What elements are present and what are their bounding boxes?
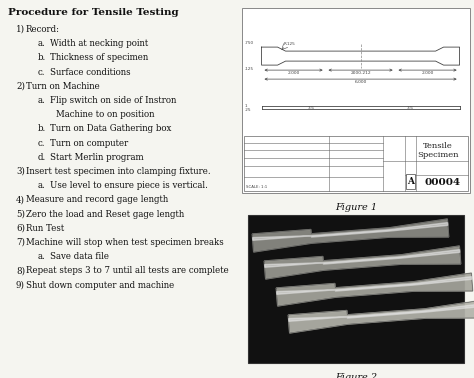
Text: 2.000: 2.000 [287,71,300,75]
Text: 3.5: 3.5 [308,105,315,110]
Polygon shape [264,246,461,279]
Polygon shape [253,223,448,240]
Text: 8): 8) [16,266,25,276]
Text: 2000.212: 2000.212 [350,71,371,75]
Text: Measure and record gage length: Measure and record gage length [26,195,168,204]
Text: 4): 4) [16,195,25,204]
Text: Zero the load and Reset gage length: Zero the load and Reset gage length [26,209,184,218]
Text: 5): 5) [16,209,25,218]
Polygon shape [252,219,449,252]
Text: 1: 1 [245,104,247,108]
Bar [406,174,416,189]
Polygon shape [264,249,460,267]
Text: Turn on computer: Turn on computer [50,139,128,147]
Text: a.: a. [38,181,46,190]
Text: Run Test: Run Test [26,224,64,233]
Polygon shape [289,304,474,321]
Text: Record:: Record: [26,25,60,34]
Text: SCALE: 1:1: SCALE: 1:1 [246,185,267,189]
Text: Machine will stop when test specimen breaks: Machine will stop when test specimen bre… [26,238,224,247]
Text: Use level to ensure piece is vertical.: Use level to ensure piece is vertical. [50,181,208,190]
Text: 00004: 00004 [424,178,460,187]
Text: Figure 2: Figure 2 [335,373,377,378]
Text: Turn on Machine: Turn on Machine [26,82,100,91]
Text: .750: .750 [245,41,254,45]
Bar [244,136,468,191]
Polygon shape [277,277,472,294]
Text: Start Merlin program: Start Merlin program [50,153,144,162]
Text: Insert test specimen into clamping fixture.: Insert test specimen into clamping fixtu… [26,167,210,176]
Text: .25: .25 [245,108,252,112]
Text: Shut down computer and machine: Shut down computer and machine [26,280,174,290]
Text: a.: a. [38,96,46,105]
Text: Specimen: Specimen [417,151,458,159]
Polygon shape [276,273,473,306]
Text: b.: b. [38,124,46,133]
Text: 2): 2) [16,82,25,91]
Text: 1): 1) [16,25,25,34]
Text: 7): 7) [16,238,25,247]
Bar [242,8,470,193]
Text: c.: c. [38,139,46,147]
Text: .125: .125 [245,67,254,71]
Text: Turn on Data Gathering box: Turn on Data Gathering box [50,124,172,133]
Text: b.: b. [38,53,46,62]
Polygon shape [288,300,474,333]
Text: Figure 1: Figure 1 [335,203,377,212]
Text: Repeat steps 3 to 7 until all tests are complete: Repeat steps 3 to 7 until all tests are … [26,266,229,276]
Text: Procedure for Tensile Testing: Procedure for Tensile Testing [8,8,179,17]
Text: Save data file: Save data file [50,252,109,261]
Text: d.: d. [38,153,46,162]
Text: 3): 3) [16,167,25,176]
Text: Flip switch on side of Instron: Flip switch on side of Instron [50,96,176,105]
Text: Machine to on position: Machine to on position [56,110,155,119]
Text: 6.000: 6.000 [355,80,367,84]
Text: Surface conditions: Surface conditions [50,68,131,77]
Text: 2.000: 2.000 [421,71,434,75]
Text: Width at necking point: Width at necking point [50,39,148,48]
Text: Thickness of specimen: Thickness of specimen [50,53,148,62]
Bar [248,215,464,363]
Text: A: A [407,177,414,186]
Polygon shape [262,47,460,65]
Text: 3.5: 3.5 [407,105,413,110]
Text: Tensile: Tensile [423,142,453,150]
Text: R.125: R.125 [283,42,295,46]
Text: a.: a. [38,39,46,48]
Text: 9): 9) [16,280,25,290]
Text: a.: a. [38,252,46,261]
Text: 6): 6) [16,224,25,233]
Text: c.: c. [38,68,46,77]
